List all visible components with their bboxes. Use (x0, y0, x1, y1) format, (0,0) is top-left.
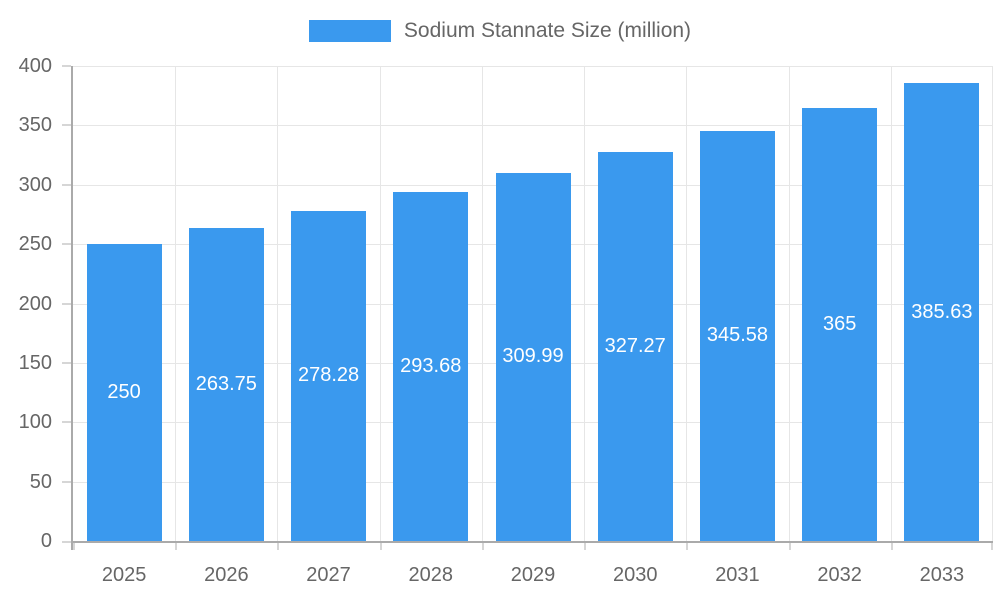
bar-2031[interactable]: 345.58 (699, 130, 775, 541)
x-tick-mark (584, 541, 586, 550)
bar-2026[interactable]: 263.75 (188, 227, 264, 541)
y-axis-tick-label: 300 (18, 173, 52, 196)
x-tick-mark (175, 541, 177, 550)
y-tick-mark (62, 421, 71, 423)
x-axis-tick-label: 2028 (408, 564, 454, 586)
x-axis-tick-label: 2031 (715, 564, 760, 586)
x-axis-tick-label: 2026 (204, 564, 249, 586)
bar-2029[interactable]: 309.99 (495, 172, 571, 541)
bar-value-label: 309.99 (502, 345, 564, 368)
x-gridline (277, 66, 278, 541)
x-axis-tick-label: 2033 (919, 564, 965, 586)
legend[interactable]: Sodium Stannate Size (million) (0, 18, 1000, 44)
y-gridline (73, 66, 993, 67)
x-tick-mark (277, 541, 279, 550)
x-tick-mark (686, 541, 688, 550)
legend-swatch (308, 20, 391, 42)
bar-value-label: 345.58 (706, 324, 769, 347)
y-axis-tick-label: 50 (29, 470, 52, 493)
legend-label: Sodium Stannate Size (million) (403, 19, 692, 42)
x-tick-mark (891, 541, 893, 550)
y-axis-tick-label: 200 (18, 292, 52, 315)
y-tick-mark (62, 481, 71, 483)
bar-2027[interactable]: 278.28 (291, 210, 367, 541)
x-gridline (380, 66, 381, 541)
x-axis-tick-label: 2027 (306, 564, 351, 586)
y-tick-mark (62, 303, 71, 305)
x-gridline (686, 66, 687, 541)
y-axis-tick-label: 150 (18, 351, 52, 374)
y-tick-mark (62, 362, 71, 364)
x-gridline (482, 66, 483, 541)
x-axis-tick-label: 2032 (817, 564, 862, 586)
x-axis-tick-label: 2025 (101, 564, 147, 586)
bar-2032[interactable]: 365 (802, 107, 878, 541)
y-axis-line (71, 66, 73, 550)
bar-2030[interactable]: 327.27 (597, 152, 673, 541)
y-tick-mark (62, 124, 71, 126)
x-gridline (789, 66, 790, 541)
y-tick-mark (62, 184, 71, 186)
bar-2028[interactable]: 293.68 (393, 192, 469, 541)
y-tick-mark (62, 243, 71, 245)
bar-2033[interactable]: 385.63 (904, 83, 980, 541)
y-axis-tick-label: 350 (18, 114, 52, 137)
bar-value-label: 327.27 (604, 335, 666, 358)
x-axis-line (71, 541, 993, 543)
x-tick-mark (73, 541, 75, 550)
x-tick-mark (991, 541, 993, 550)
x-gridline (584, 66, 585, 541)
bar-value-label: 263.75 (195, 372, 257, 395)
x-tick-mark (789, 541, 791, 550)
x-tick-mark (380, 541, 382, 550)
y-axis-tick-label: 400 (18, 55, 52, 77)
x-axis-tick-label: 2029 (510, 564, 556, 586)
y-axis-tick-label: 100 (18, 411, 52, 434)
bar-value-label: 278.28 (297, 364, 360, 387)
x-axis-tick-label: 2030 (612, 564, 658, 586)
bar-2025[interactable]: 250 (86, 244, 162, 541)
plot-area: 250 263.75 278.28 293.68 309.99 327.27 345.58 3… (62, 65, 993, 550)
y-tick-mark (62, 65, 71, 67)
x-gridline (175, 66, 176, 541)
bar-value-label: 250 (107, 381, 141, 404)
y-axis-tick-label: 250 (18, 233, 52, 256)
x-gridline (891, 66, 892, 541)
bar-value-label: 365 (822, 312, 857, 335)
bar-value-label: 385.63 (911, 300, 973, 323)
y-gridline (73, 125, 993, 126)
bar-value-label: 293.68 (400, 355, 462, 378)
y-tick-mark (62, 541, 71, 543)
x-gridline (992, 66, 993, 541)
y-axis-tick-label: 0 (40, 530, 52, 552)
x-tick-mark (482, 541, 484, 550)
